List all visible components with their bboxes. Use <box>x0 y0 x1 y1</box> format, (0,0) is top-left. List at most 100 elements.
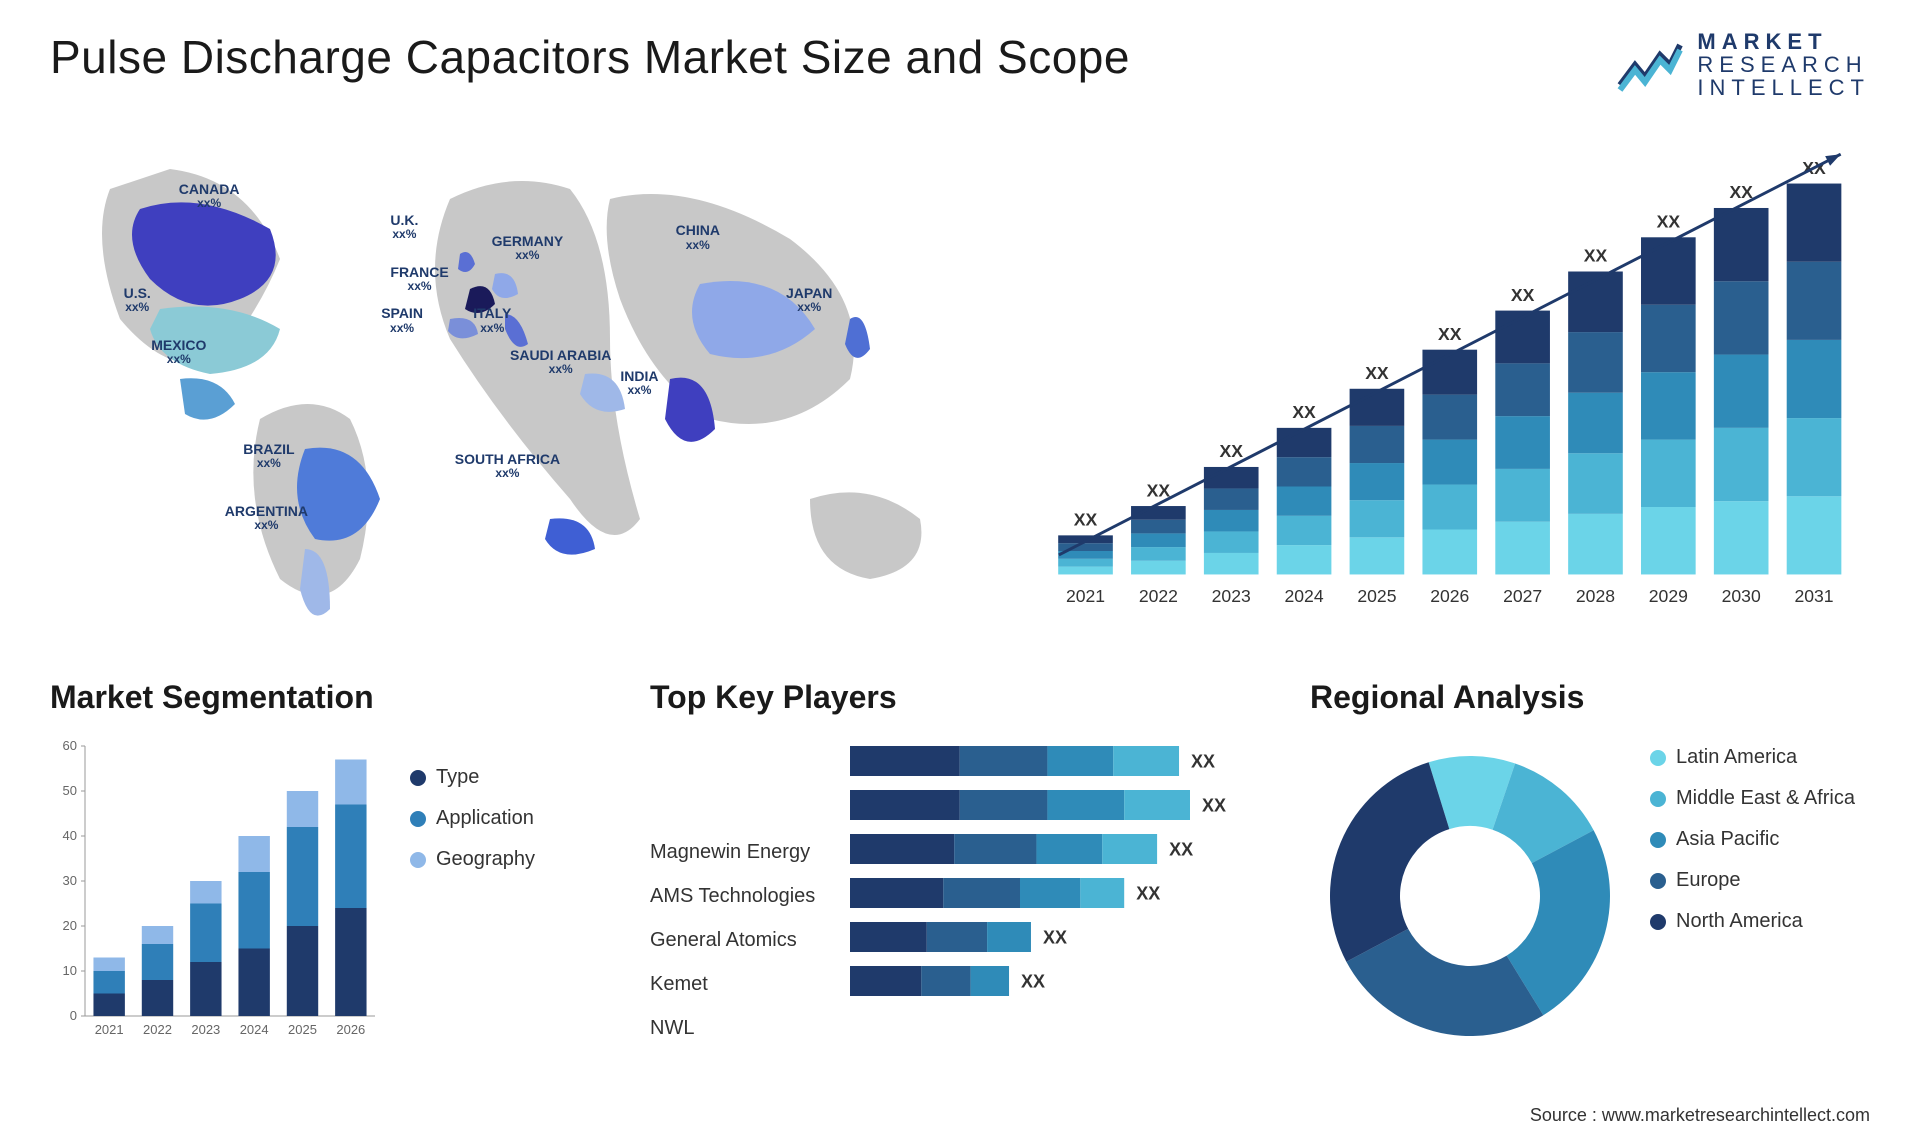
svg-text:2024: 2024 <box>1285 586 1324 606</box>
segmentation-panel: Market Segmentation 0 10 20 30 40 50 60 2021 202… <box>50 679 610 1056</box>
svg-text:2021: 2021 <box>1066 586 1105 606</box>
regional-donut <box>1310 736 1630 1056</box>
world-map: CANADAxx% U.S.xx%MEXICOxx% BRAZILxx% ARGENT… <box>50 119 970 639</box>
region-legend-europe: Europe <box>1650 869 1870 892</box>
map-label-spain: SPAINxx% <box>381 306 423 335</box>
map-label-argentina: ARGENTINAxx% <box>225 504 308 533</box>
svg-text:XX: XX <box>1438 324 1462 344</box>
svg-text:2031: 2031 <box>1794 586 1833 606</box>
brand-line2: RESEARCH <box>1697 53 1870 76</box>
region-legend-middle-east---africa: Middle East & Africa <box>1650 787 1870 810</box>
svg-text:60: 60 <box>63 738 77 753</box>
growth-chart: XX2021XX2022XX2023XX2024XX2025XX2026XX20… <box>1010 119 1870 639</box>
legend-swatch-icon <box>410 811 426 827</box>
legend-label: Europe <box>1676 869 1741 892</box>
svg-text:XX: XX <box>1169 840 1193 860</box>
legend-swatch-icon <box>1650 791 1666 807</box>
player-label: NWL <box>650 1006 850 1050</box>
svg-text:2024: 2024 <box>240 1022 269 1037</box>
growth-chart-svg: XX2021XX2022XX2023XX2024XX2025XX2026XX20… <box>1010 119 1870 639</box>
player-label: General Atomics <box>650 918 850 962</box>
svg-text:20: 20 <box>63 918 77 933</box>
brand-logo: MARKET RESEARCH INTELLECT <box>1615 30 1870 99</box>
map-label-china: CHINAxx% <box>676 223 720 252</box>
svg-text:XX: XX <box>1584 246 1608 266</box>
map-label-saudiarabia: SAUDI ARABIAxx% <box>510 348 611 377</box>
svg-text:0: 0 <box>70 1008 77 1023</box>
seg-legend-geography: Geography <box>410 848 610 871</box>
players-labels: Magnewin EnergyAMS TechnologiesGeneral A… <box>650 736 850 1056</box>
legend-label: Middle East & Africa <box>1676 787 1855 810</box>
player-label: Magnewin Energy <box>650 830 850 874</box>
map-label-mexico: MEXICOxx% <box>151 338 206 367</box>
legend-swatch-icon <box>410 770 426 786</box>
brand-line3: INTELLECT <box>1697 76 1870 99</box>
svg-text:2025: 2025 <box>288 1022 317 1037</box>
svg-text:2022: 2022 <box>1139 586 1178 606</box>
player-label: Kemet <box>650 962 850 1006</box>
legend-label: Geography <box>436 848 535 871</box>
svg-text:XX: XX <box>1219 441 1243 461</box>
svg-text:XX: XX <box>1292 402 1316 422</box>
svg-text:2023: 2023 <box>1212 586 1251 606</box>
svg-text:2023: 2023 <box>191 1022 220 1037</box>
regional-title: Regional Analysis <box>1310 679 1870 716</box>
svg-text:XX: XX <box>1729 182 1753 202</box>
seg-legend-application: Application <box>410 807 610 830</box>
legend-label: North America <box>1676 910 1803 933</box>
region-legend-asia-pacific: Asia Pacific <box>1650 828 1870 851</box>
svg-text:XX: XX <box>1657 212 1681 232</box>
svg-text:XX: XX <box>1043 928 1067 948</box>
svg-text:XX: XX <box>1365 363 1389 383</box>
seg-legend-type: Type <box>410 766 610 789</box>
svg-text:2030: 2030 <box>1722 586 1761 606</box>
map-label-france: FRANCExx% <box>390 265 448 294</box>
legend-swatch-icon <box>1650 873 1666 889</box>
svg-text:XX: XX <box>1147 481 1171 501</box>
svg-text:2026: 2026 <box>336 1022 365 1037</box>
svg-text:40: 40 <box>63 828 77 843</box>
player-label <box>650 786 850 830</box>
svg-text:XX: XX <box>1074 510 1098 530</box>
svg-text:2025: 2025 <box>1357 586 1396 606</box>
map-label-canada: CANADAxx% <box>179 182 240 211</box>
legend-label: Type <box>436 766 479 789</box>
segmentation-chart: 0 10 20 30 40 50 60 2021 2022 2023 2024 2025 2026 <box>50 736 390 1056</box>
legend-swatch-icon <box>410 852 426 868</box>
legend-label: Application <box>436 807 534 830</box>
segmentation-legend: Type Application Geography <box>410 736 610 1056</box>
svg-text:XX: XX <box>1202 796 1226 816</box>
page-title: Pulse Discharge Capacitors Market Size a… <box>50 30 1130 84</box>
legend-label: Asia Pacific <box>1676 828 1779 851</box>
svg-text:XX: XX <box>1021 972 1045 992</box>
region-legend-north-america: North America <box>1650 910 1870 933</box>
brand-line1: MARKET <box>1697 30 1870 53</box>
segmentation-title: Market Segmentation <box>50 679 610 716</box>
legend-swatch-icon <box>1650 750 1666 766</box>
regional-legend: Latin America Middle East & Africa Asia Pa… <box>1650 736 1870 1056</box>
map-label-japan: JAPANxx% <box>786 286 832 315</box>
map-label-brazil: BRAZILxx% <box>243 442 294 471</box>
svg-text:2022: 2022 <box>143 1022 172 1037</box>
map-label-germany: GERMANYxx% <box>492 234 564 263</box>
svg-text:XX: XX <box>1191 752 1215 772</box>
players-panel: Top Key Players Magnewin EnergyAMS Techn… <box>650 679 1270 1056</box>
svg-text:2027: 2027 <box>1503 586 1542 606</box>
brand-mark-icon <box>1615 35 1685 95</box>
svg-text:10: 10 <box>63 963 77 978</box>
map-label-india: INDIAxx% <box>620 369 658 398</box>
map-label-southafrica: SOUTH AFRICAxx% <box>455 452 560 481</box>
svg-text:2021: 2021 <box>95 1022 124 1037</box>
svg-text:30: 30 <box>63 873 77 888</box>
legend-swatch-icon <box>1650 832 1666 848</box>
map-label-us: U.S.xx% <box>124 286 151 315</box>
map-label-uk: U.K.xx% <box>390 213 418 242</box>
legend-swatch-icon <box>1650 914 1666 930</box>
svg-text:50: 50 <box>63 783 77 798</box>
players-title: Top Key Players <box>650 679 1270 716</box>
svg-text:2028: 2028 <box>1576 586 1615 606</box>
svg-text:XX: XX <box>1136 884 1160 904</box>
region-legend-latin-america: Latin America <box>1650 746 1870 769</box>
source-text: Source : www.marketresearchintellect.com <box>1530 1105 1870 1126</box>
player-label: AMS Technologies <box>650 874 850 918</box>
